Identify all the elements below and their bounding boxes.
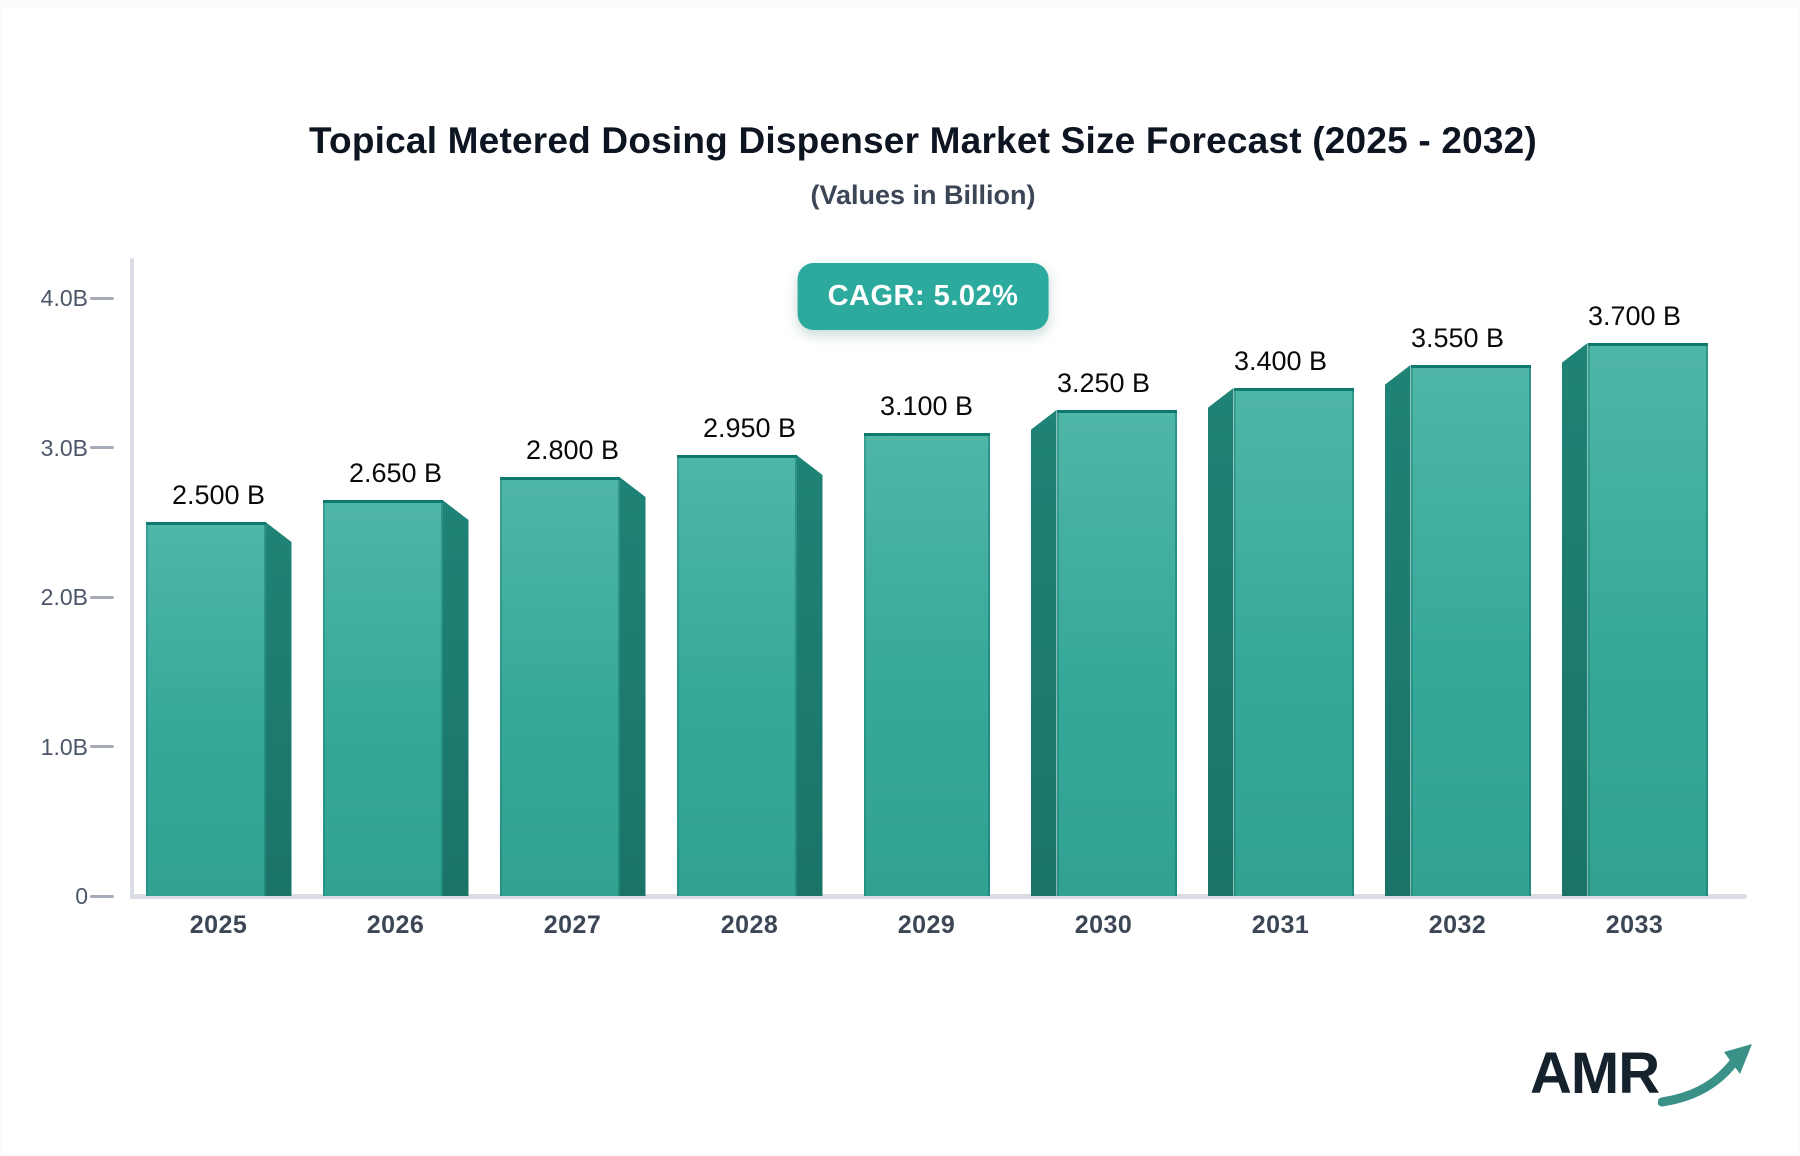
bar-slot-2028: 2.950 B xyxy=(661,413,838,896)
y-axis-line xyxy=(130,258,134,899)
chart-canvas: Topical Metered Dosing Dispenser Market … xyxy=(2,8,1798,1154)
bar-face xyxy=(322,500,443,896)
bar-side-face xyxy=(1207,388,1234,896)
bar-slot-2030: 3.250 B xyxy=(1015,368,1192,896)
bar-face xyxy=(1587,343,1708,896)
x-tick-label-2026: 2026 xyxy=(366,911,425,939)
bar-2031: 3.400 B xyxy=(1207,346,1354,896)
x-tick-label-2030: 2030 xyxy=(1074,911,1133,939)
bar-side-face xyxy=(265,522,292,896)
bar-2033: 3.700 B xyxy=(1561,301,1708,896)
x-tick-label-2025: 2025 xyxy=(189,911,248,939)
bar-2027: 2.800 B xyxy=(499,435,646,896)
bar-face xyxy=(676,455,797,896)
x-axis-baseline xyxy=(130,894,1747,899)
bar-value-label: 3.250 B xyxy=(1056,368,1151,398)
y-tick-dash xyxy=(90,894,114,898)
bar-side-face xyxy=(442,500,469,896)
bar-2028: 2.950 B xyxy=(676,413,823,896)
bar-slot-2025: 2.500 B xyxy=(130,480,307,896)
bar-slot-2027: 2.800 B xyxy=(484,435,661,896)
amr-logo: AMR xyxy=(1530,1040,1752,1114)
bar-slot-2033: 3.700 B xyxy=(1546,301,1723,896)
bar-2029: 3.100 B xyxy=(863,391,990,896)
cagr-badge: CAGR: 5.02% xyxy=(797,263,1049,330)
bar-face xyxy=(145,522,266,896)
bar-slot-2031: 3.400 B xyxy=(1192,346,1369,896)
bar-2032: 3.550 B xyxy=(1384,323,1531,896)
bar-slot-2032: 3.550 B xyxy=(1369,323,1546,896)
x-tick-label-2033: 2033 xyxy=(1605,911,1664,939)
bar-value-label: 2.800 B xyxy=(525,435,620,465)
chart-title: Topical Metered Dosing Dispenser Market … xyxy=(309,120,1537,161)
bar-face xyxy=(1056,410,1177,896)
y-tick-label: 0 xyxy=(75,883,88,909)
bar-face xyxy=(499,477,620,896)
bar-face xyxy=(863,433,990,896)
bar-value-label: 2.950 B xyxy=(702,413,797,443)
y-tick-dash xyxy=(90,595,114,599)
y-tick-label: 1.0B xyxy=(40,733,88,760)
bar-slot-2026: 2.650 B xyxy=(307,458,484,896)
bar-side-face xyxy=(796,455,823,896)
bar-face xyxy=(1233,388,1354,896)
bar-value-label: 2.500 B xyxy=(171,480,266,510)
bar-2025: 2.500 B xyxy=(145,480,292,896)
y-tick-label: 3.0B xyxy=(40,434,88,461)
bar-value-label: 3.400 B xyxy=(1233,346,1328,376)
x-tick-label-2032: 2032 xyxy=(1428,911,1487,939)
bar-side-face xyxy=(1384,365,1411,896)
x-tick-label-2029: 2029 xyxy=(897,911,956,939)
bar-side-face xyxy=(1561,343,1588,896)
bar-value-label: 3.100 B xyxy=(879,391,974,421)
bar-2030: 3.250 B xyxy=(1030,368,1177,896)
y-tick-label: 2.0B xyxy=(40,584,88,610)
growth-arrow-icon xyxy=(1657,1040,1754,1115)
x-tick-label-2031: 2031 xyxy=(1251,911,1310,939)
bar-side-face xyxy=(1030,410,1057,896)
amr-logo-text: AMR xyxy=(1530,1041,1660,1106)
bar-2026: 2.650 B xyxy=(322,458,469,896)
x-tick-label-2027: 2027 xyxy=(543,911,602,939)
y-tick-dash xyxy=(90,745,114,748)
bar-face xyxy=(1410,365,1531,896)
y-tick-dash xyxy=(90,446,114,449)
y-tick-label: 4.0B xyxy=(40,285,88,311)
x-tick-label-2028: 2028 xyxy=(720,911,779,939)
y-tick-dash xyxy=(90,296,114,300)
bar-value-label: 3.550 B xyxy=(1410,323,1505,353)
chart-subtitle: (Values in Billion) xyxy=(810,180,1036,210)
bar-side-face xyxy=(619,477,646,896)
bar-value-label: 3.700 B xyxy=(1587,301,1682,331)
bar-slot-2029: 3.100 B xyxy=(838,391,1015,896)
bar-value-label: 2.650 B xyxy=(348,458,443,488)
